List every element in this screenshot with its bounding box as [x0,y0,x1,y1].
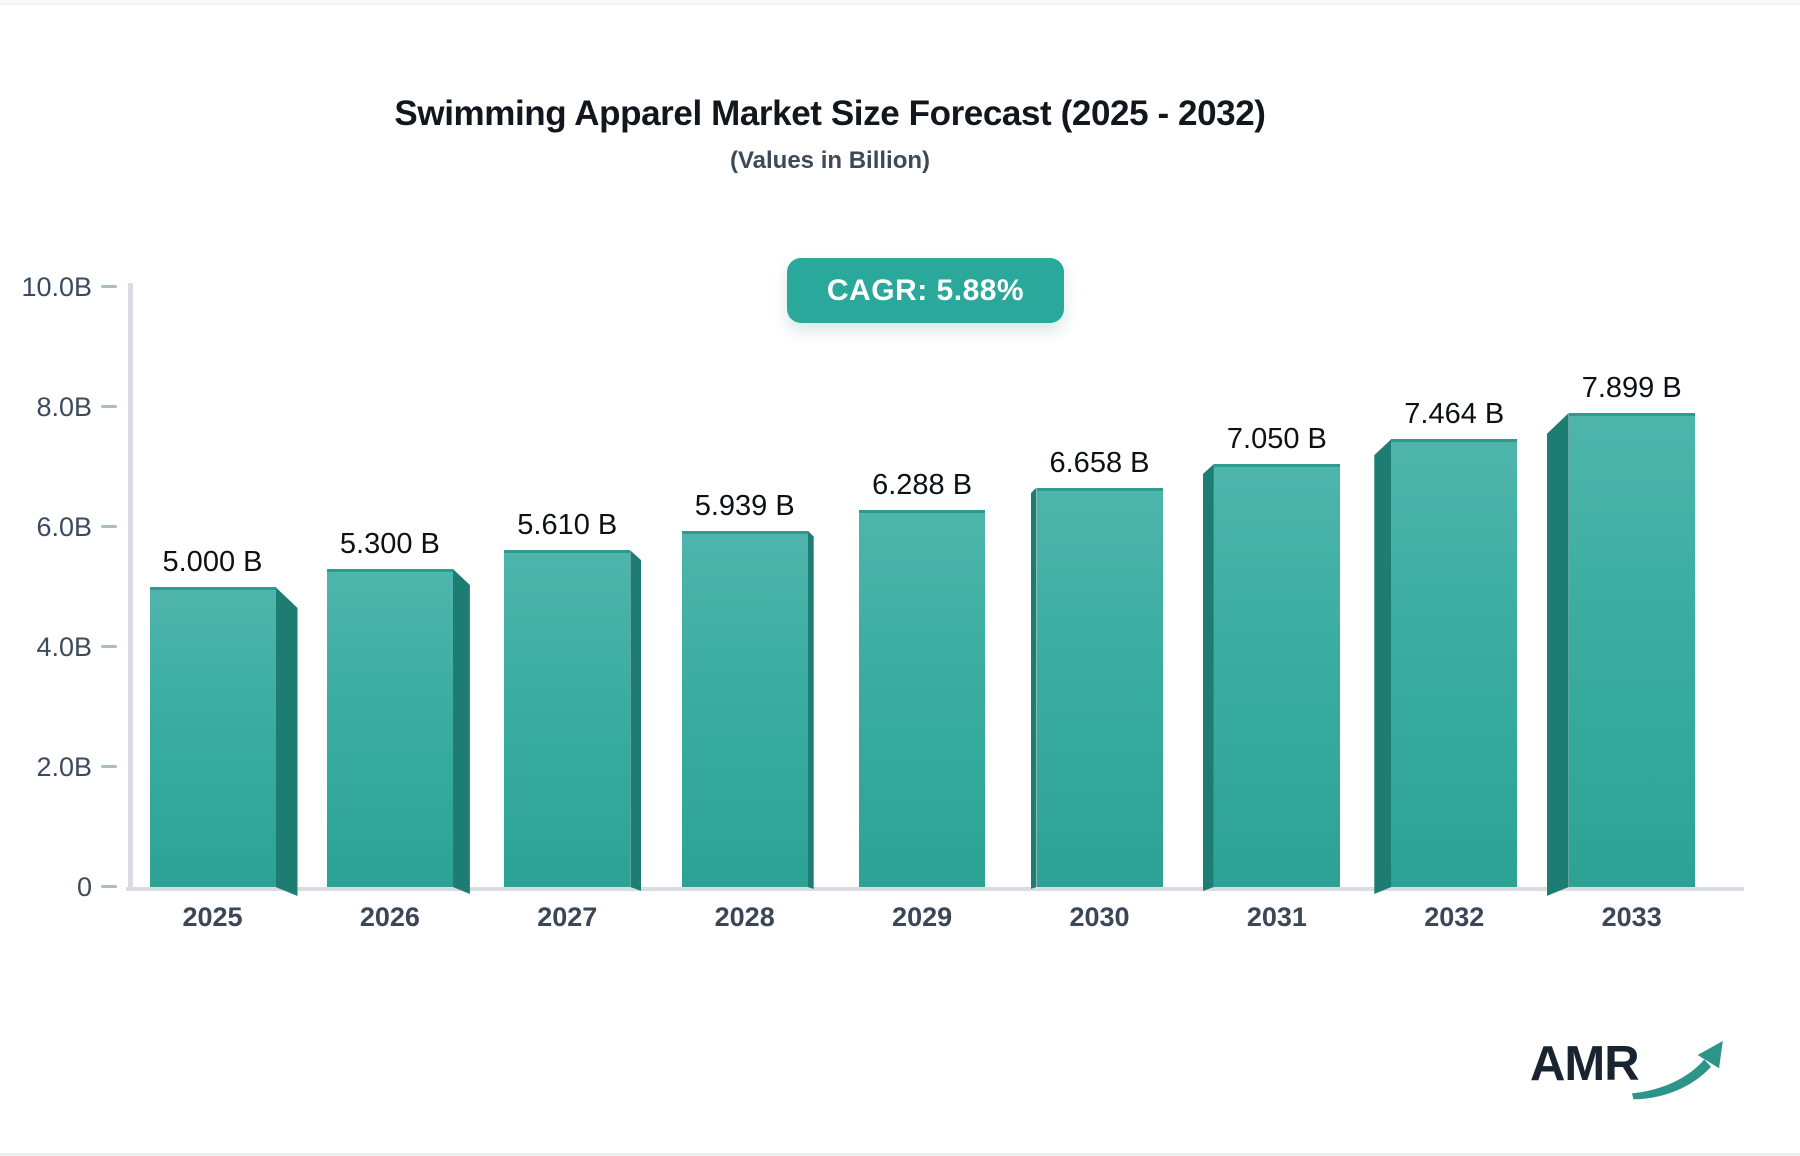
chart-title: Swimming Apparel Market Size Forecast (2… [394,94,1266,133]
y-axis-tick-label: 10.0B [21,272,92,302]
bar-value-label-2028: 5.939 B [694,489,795,522]
bar-side-face-2028 [808,531,814,889]
bar-2028 [681,530,808,887]
x-axis-label-2025: 2025 [182,902,243,932]
chart-header: Swimming Apparel Market Size Forecast (2… [0,94,1660,175]
bar-value-label-2032: 7.464 B [1404,398,1505,431]
bar-value-label-2033: 7.899 B [1581,372,1682,405]
cagr-badge: CAGR: 5.88% [787,258,1064,323]
bar-side-face-2031 [1203,464,1214,891]
bar-side-face-2032 [1374,439,1391,894]
y-axis-tick-mark [101,885,117,888]
x-axis-label-2033: 2033 [1601,902,1662,932]
y-axis-tick-label: 2.0B [36,752,92,782]
bar-2026 [326,569,453,887]
bar-2025 [149,587,276,887]
growth-arrow-icon [1631,1040,1723,1100]
bar-value-label-2031: 7.050 B [1226,423,1327,455]
bar-value-label-2030: 6.658 B [1049,446,1150,479]
x-axis-label-2027: 2027 [537,902,598,932]
bar-2029 [859,509,986,887]
amr-logo: AMR [1530,1032,1725,1102]
bar-side-face-2027 [630,550,641,891]
bar-side-face-2026 [453,569,470,894]
x-axis-label-2030: 2030 [1069,902,1130,932]
bottom-border [0,1153,1800,1156]
cagr-badge-label: CAGR: 5.88% [826,273,1025,307]
bar-2033 [1568,413,1695,887]
y-axis-tick-mark [101,765,117,768]
bar-2031 [1213,464,1340,887]
x-axis-label-2032: 2032 [1424,902,1485,932]
bar-2030 [1036,487,1163,887]
amr-logo-text: AMR [1530,1037,1640,1091]
bar-2027 [504,550,631,887]
bar-side-face-2033 [1547,413,1569,896]
y-axis-tick-label: 4.0B [36,632,92,662]
x-axis-line [126,887,1744,891]
y-axis-tick-mark [101,525,117,528]
x-axis-label-2029: 2029 [892,902,953,932]
y-axis-tick-label: 0 [76,872,92,902]
bar-side-face-2030 [1031,488,1037,889]
y-axis-tick-label: 8.0B [36,392,92,422]
bar-side-face-2025 [276,587,298,896]
y-axis-tick-mark [101,405,117,408]
bar-value-label-2025: 5.000 B [162,546,263,578]
bar-value-label-2027: 5.610 B [517,509,618,542]
bar-value-label-2026: 5.300 B [339,528,440,560]
x-axis-label-2026: 2026 [359,902,420,932]
y-axis-tick-mark [101,645,117,648]
y-axis-line [128,283,133,891]
bar-2032 [1391,439,1518,887]
y-axis-tick-mark [101,285,117,288]
chart-subtitle: (Values in Billion) [729,147,931,174]
bar-value-label-2029: 6.288 B [872,468,973,501]
y-axis-tick-label: 6.0B [36,512,92,542]
x-axis-label-2031: 2031 [1246,902,1307,932]
top-border [0,0,1800,5]
x-axis-label-2028: 2028 [714,902,775,932]
